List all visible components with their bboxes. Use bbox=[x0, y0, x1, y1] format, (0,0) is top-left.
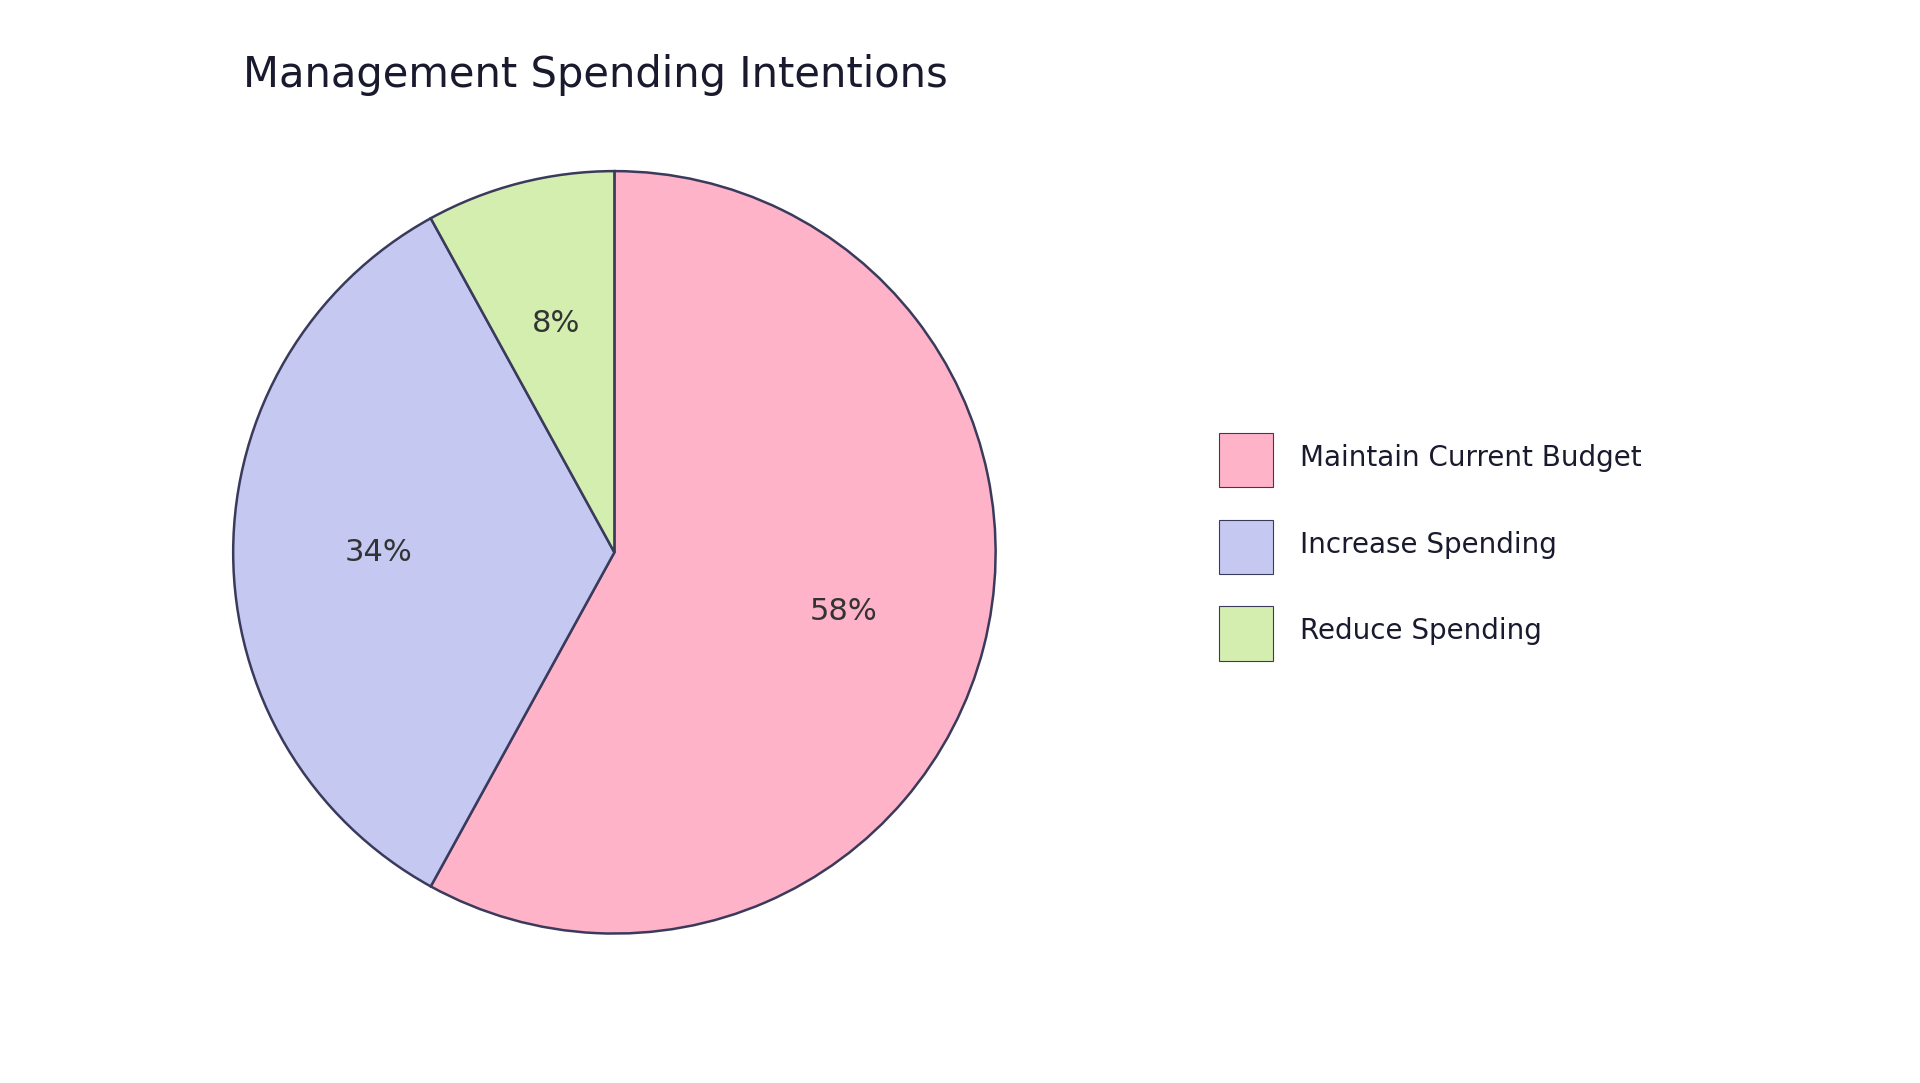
Text: Management Spending Intentions: Management Spending Intentions bbox=[242, 54, 948, 96]
Text: 8%: 8% bbox=[532, 309, 580, 338]
Text: Increase Spending: Increase Spending bbox=[1300, 531, 1557, 559]
Wedge shape bbox=[430, 171, 996, 934]
Text: 58%: 58% bbox=[810, 597, 877, 626]
Wedge shape bbox=[232, 219, 614, 886]
Text: Reduce Spending: Reduce Spending bbox=[1300, 617, 1542, 645]
Text: Maintain Current Budget: Maintain Current Budget bbox=[1300, 444, 1642, 472]
Wedge shape bbox=[430, 171, 614, 552]
Text: 34%: 34% bbox=[344, 538, 413, 566]
